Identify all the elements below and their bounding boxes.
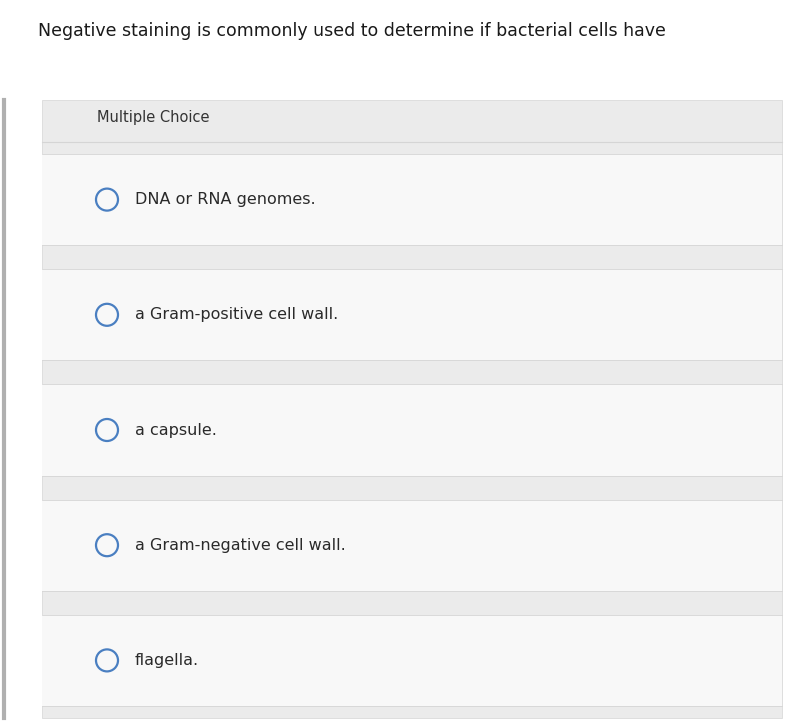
Circle shape [96, 303, 118, 326]
FancyBboxPatch shape [42, 100, 782, 718]
Circle shape [96, 419, 118, 441]
Circle shape [96, 649, 118, 672]
Text: a capsule.: a capsule. [135, 423, 217, 438]
Text: a Gram-negative cell wall.: a Gram-negative cell wall. [135, 538, 346, 552]
Text: a Gram-positive cell wall.: a Gram-positive cell wall. [135, 307, 338, 322]
Text: DNA or RNA genomes.: DNA or RNA genomes. [135, 192, 316, 207]
FancyBboxPatch shape [42, 384, 782, 476]
FancyBboxPatch shape [42, 154, 782, 245]
Text: Multiple Choice: Multiple Choice [97, 110, 209, 125]
Text: Negative staining is commonly used to determine if bacterial cells have: Negative staining is commonly used to de… [38, 22, 666, 40]
Circle shape [96, 534, 118, 556]
FancyBboxPatch shape [42, 269, 782, 360]
Text: flagella.: flagella. [135, 653, 199, 668]
FancyBboxPatch shape [42, 615, 782, 706]
Circle shape [96, 189, 118, 211]
FancyBboxPatch shape [42, 499, 782, 591]
